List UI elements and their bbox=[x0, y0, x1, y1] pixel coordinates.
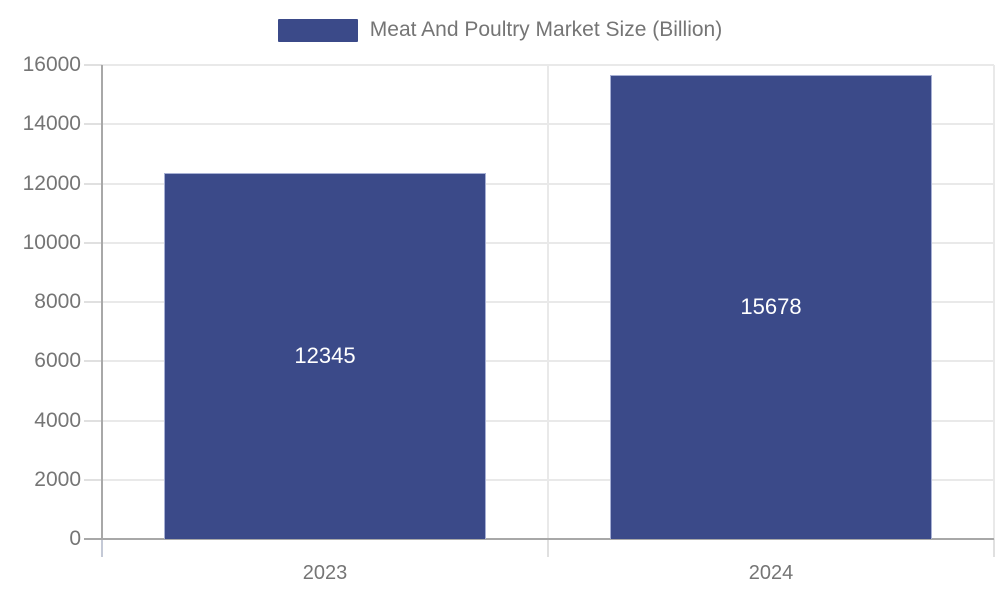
x-axis-category-label: 2023 bbox=[302, 562, 348, 584]
y-axis-bottom-tick bbox=[101, 539, 103, 557]
x-axis-line bbox=[84, 538, 994, 540]
y-axis-tick-label: 6000 bbox=[34, 349, 81, 373]
y-axis-tick bbox=[84, 419, 102, 422]
y-axis-tick bbox=[84, 301, 102, 303]
y-axis-tick-label: 2000 bbox=[34, 467, 81, 491]
y-axis-tick-label: 4000 bbox=[34, 408, 81, 432]
y-axis-tick bbox=[84, 182, 102, 185]
legend-swatch bbox=[277, 18, 358, 42]
y-axis-tick-label: 10000 bbox=[22, 230, 81, 254]
bar-2024[interactable] bbox=[610, 74, 932, 539]
y-axis-tick-label: 12000 bbox=[22, 171, 81, 195]
y-axis-tick-label: 0 bbox=[69, 527, 81, 550]
bar-2023[interactable] bbox=[164, 173, 486, 539]
category-divider-gridline bbox=[993, 65, 995, 539]
bar-value-label: 12345 bbox=[294, 343, 356, 369]
y-axis-tick-label: 16000 bbox=[22, 53, 81, 76]
y-axis-tick bbox=[84, 123, 102, 126]
y-axis-tick bbox=[84, 241, 102, 244]
legend[interactable]: Meat And Poultry Market Size (Billion) bbox=[0, 18, 1000, 42]
category-divider-gridline bbox=[547, 65, 549, 539]
y-axis-tick bbox=[84, 360, 102, 363]
x-axis-category-label: 2024 bbox=[748, 562, 794, 584]
y-axis-tick-label: 14000 bbox=[22, 112, 81, 136]
chart-title: Meat And Poultry Market Size (Billion) bbox=[369, 18, 723, 41]
y-axis-tick bbox=[84, 478, 102, 481]
y-axis-tick bbox=[84, 64, 102, 66]
y-axis-tick-label: 8000 bbox=[34, 290, 81, 313]
y-axis-line bbox=[101, 65, 103, 539]
bar-value-label: 15678 bbox=[740, 293, 802, 319]
x-axis-tick bbox=[547, 539, 549, 557]
x-axis-tick bbox=[993, 539, 995, 557]
